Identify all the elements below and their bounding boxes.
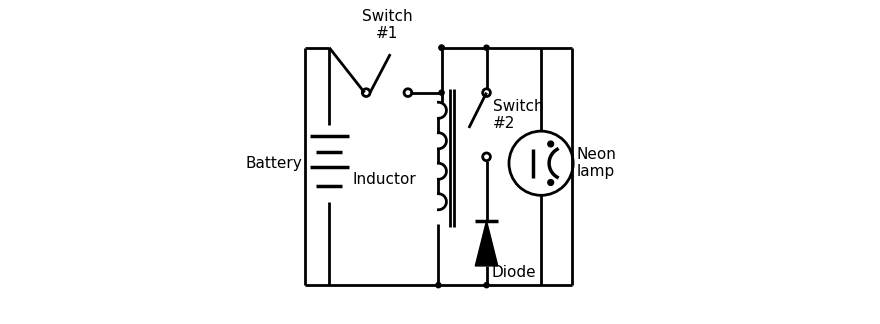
Circle shape [436,283,441,288]
Circle shape [548,179,554,185]
Circle shape [439,45,444,50]
Circle shape [484,283,489,288]
Circle shape [548,141,554,147]
Text: Diode: Diode [491,265,536,280]
Text: Neon
lamp: Neon lamp [576,147,616,179]
Text: Battery: Battery [246,156,302,171]
Circle shape [439,45,444,50]
Circle shape [484,45,489,50]
Text: Switch
#1: Switch #1 [362,9,413,41]
Polygon shape [475,221,498,266]
Circle shape [439,90,444,95]
Text: Switch
#2: Switch #2 [493,99,544,131]
Text: Inductor: Inductor [352,172,416,187]
